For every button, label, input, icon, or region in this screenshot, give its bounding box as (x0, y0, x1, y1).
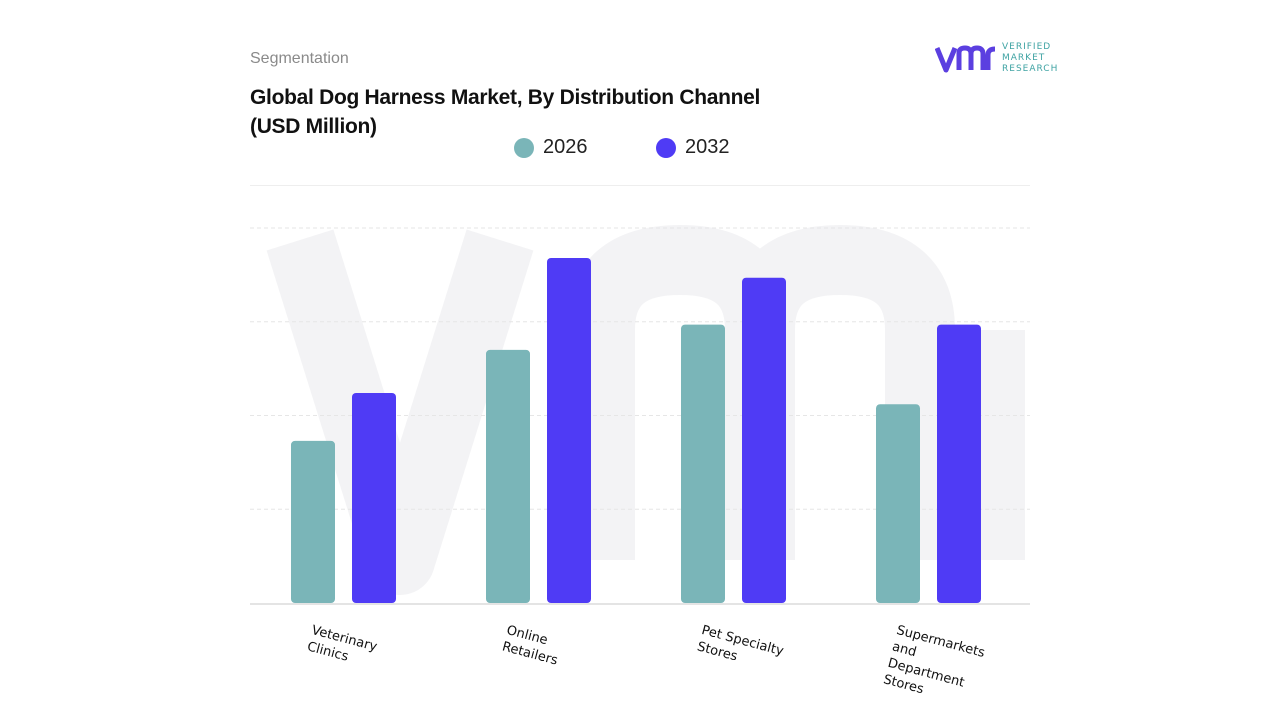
vmr-logo: VERIFIED MARKET RESEARCH (935, 42, 1058, 75)
segmentation-label: Segmentation (250, 50, 349, 67)
legend-item-2026: 2026 (514, 136, 588, 159)
bar-2032-2 (742, 277, 786, 603)
bar-2026-3 (876, 404, 920, 603)
divider (250, 185, 1030, 186)
bar-2026-1 (486, 349, 530, 603)
legend-item-2032: 2032 (656, 136, 730, 159)
legend-label: 2032 (685, 136, 730, 158)
legend-swatch-2026 (514, 137, 534, 158)
bar-2026-0 (291, 440, 335, 603)
legend-label: 2026 (543, 136, 588, 158)
logo-text: VERIFIED MARKET RESEARCH (1002, 42, 1059, 74)
legend-swatch-2032 (656, 137, 676, 158)
chart-title: Global Dog Harness Market, By Distributi… (250, 83, 760, 141)
bar-2032-1 (547, 258, 591, 603)
logo-mark (935, 44, 996, 72)
bar-2032-0 (352, 393, 396, 603)
title-line-1: Global Dog Harness Market, By Distributi… (250, 86, 761, 109)
title-line-2: (USD Million) (250, 115, 377, 138)
bar-2032-3 (937, 324, 981, 603)
bar-2026-2 (681, 324, 725, 603)
